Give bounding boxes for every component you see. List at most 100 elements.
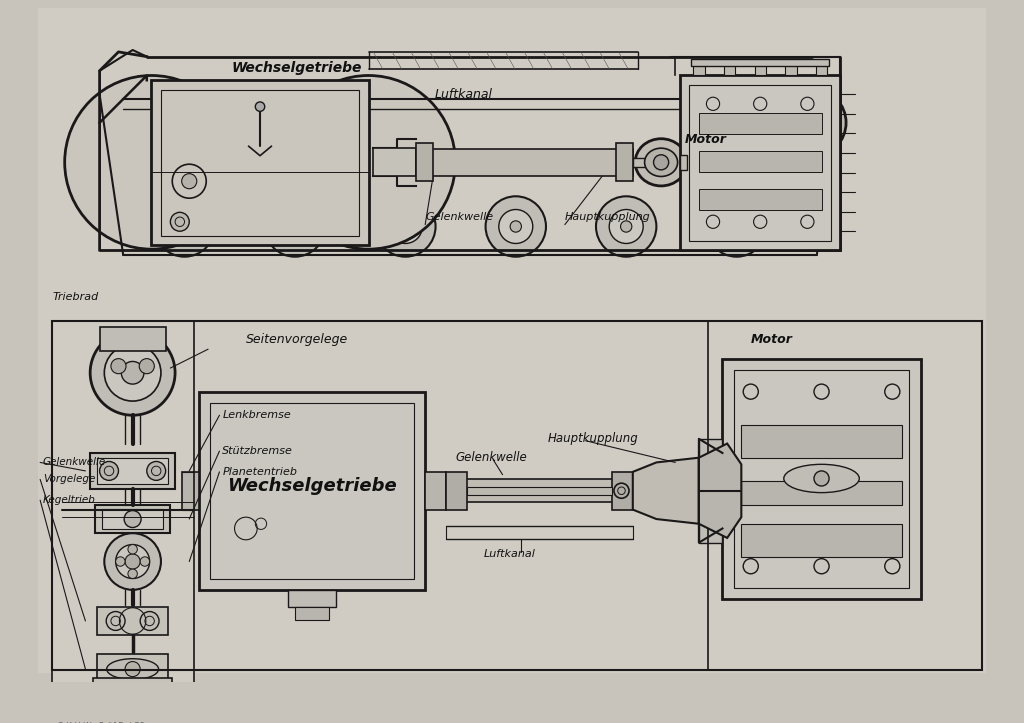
Text: Wechselgetriebe: Wechselgetriebe: [227, 477, 397, 495]
Bar: [698, 189, 821, 210]
Text: Gelenkwelle: Gelenkwelle: [456, 451, 527, 464]
Bar: [785, 61, 797, 75]
Circle shape: [140, 612, 159, 630]
Circle shape: [278, 210, 312, 244]
Text: Vorgelege: Vorgelege: [43, 474, 95, 484]
Circle shape: [290, 221, 301, 232]
Bar: [693, 61, 705, 75]
Circle shape: [140, 557, 150, 566]
Circle shape: [814, 471, 829, 486]
Bar: [295, 607, 329, 620]
Circle shape: [138, 683, 165, 710]
Bar: [615, 143, 633, 181]
Text: Motor: Motor: [751, 333, 793, 346]
Text: Hauptkupplung: Hauptkupplung: [565, 212, 650, 222]
Circle shape: [121, 115, 135, 130]
Circle shape: [170, 213, 189, 231]
Bar: [723, 359, 921, 599]
Bar: [90, 453, 175, 489]
Text: Stützbremse: Stützbremse: [222, 446, 293, 456]
Circle shape: [609, 210, 643, 244]
Bar: [95, 505, 170, 533]
Circle shape: [375, 196, 435, 257]
Bar: [680, 155, 686, 170]
Bar: [698, 114, 821, 134]
Bar: [698, 151, 821, 172]
Circle shape: [720, 210, 754, 244]
Text: Lenkbremse: Lenkbremse: [222, 410, 291, 420]
Bar: [102, 509, 163, 529]
Circle shape: [128, 544, 137, 554]
Text: Luftkanal: Luftkanal: [434, 88, 493, 101]
Ellipse shape: [783, 464, 859, 492]
Bar: [96, 458, 169, 484]
Circle shape: [102, 714, 163, 723]
Circle shape: [168, 210, 202, 244]
Bar: [99, 328, 166, 351]
Circle shape: [282, 75, 456, 249]
Bar: [816, 61, 827, 75]
Circle shape: [181, 174, 197, 189]
Bar: [612, 472, 633, 510]
Circle shape: [806, 116, 819, 129]
Text: O.K.H.Wa.Prüf Bgl.52: O.K.H.Wa.Prüf Bgl.52: [57, 722, 144, 723]
Text: Kegeltrieb: Kegeltrieb: [43, 495, 96, 505]
Polygon shape: [698, 443, 741, 538]
Circle shape: [106, 612, 125, 630]
Circle shape: [116, 544, 150, 578]
Bar: [741, 424, 902, 458]
Text: Hauptkupplung: Hauptkupplung: [548, 432, 639, 445]
Bar: [755, 61, 766, 75]
Bar: [289, 590, 336, 607]
Circle shape: [794, 104, 831, 142]
Circle shape: [125, 662, 140, 677]
Ellipse shape: [106, 659, 159, 680]
Ellipse shape: [644, 148, 678, 176]
Text: Gelenkwelle: Gelenkwelle: [425, 212, 494, 222]
Text: Seitenvorgelege: Seitenvorgelege: [246, 333, 348, 346]
Circle shape: [778, 89, 846, 157]
Circle shape: [111, 359, 126, 374]
Ellipse shape: [635, 139, 687, 186]
Circle shape: [125, 554, 140, 569]
Bar: [52, 321, 982, 670]
Circle shape: [510, 221, 521, 232]
Circle shape: [614, 483, 629, 498]
Circle shape: [100, 683, 127, 710]
Text: Luftkanal: Luftkanal: [483, 549, 536, 559]
Text: Wechselgetriebe: Wechselgetriebe: [231, 61, 362, 75]
Circle shape: [485, 196, 546, 257]
Bar: [445, 479, 633, 502]
Bar: [689, 85, 831, 241]
Circle shape: [65, 75, 239, 249]
Text: Gelenkwelle: Gelenkwelle: [43, 458, 106, 468]
Bar: [96, 607, 169, 635]
Bar: [52, 321, 982, 670]
Circle shape: [388, 210, 422, 244]
Circle shape: [128, 569, 137, 578]
Bar: [425, 472, 445, 510]
Bar: [680, 75, 841, 250]
Circle shape: [139, 359, 155, 374]
Circle shape: [124, 510, 141, 528]
Text: Planetentrieb: Planetentrieb: [222, 467, 297, 477]
Polygon shape: [633, 458, 698, 523]
Bar: [210, 403, 414, 578]
Bar: [416, 143, 433, 181]
Circle shape: [499, 210, 532, 244]
Circle shape: [108, 102, 148, 143]
Circle shape: [104, 533, 161, 590]
Circle shape: [90, 330, 175, 415]
Circle shape: [707, 196, 767, 257]
Bar: [741, 523, 902, 557]
Circle shape: [596, 196, 656, 257]
Circle shape: [255, 102, 265, 111]
Circle shape: [265, 196, 326, 257]
Circle shape: [146, 461, 166, 480]
Bar: [734, 370, 909, 588]
Bar: [445, 472, 467, 510]
Bar: [416, 149, 633, 176]
Bar: [199, 392, 425, 590]
Text: Triebrad: Triebrad: [52, 292, 98, 302]
Circle shape: [653, 155, 669, 170]
